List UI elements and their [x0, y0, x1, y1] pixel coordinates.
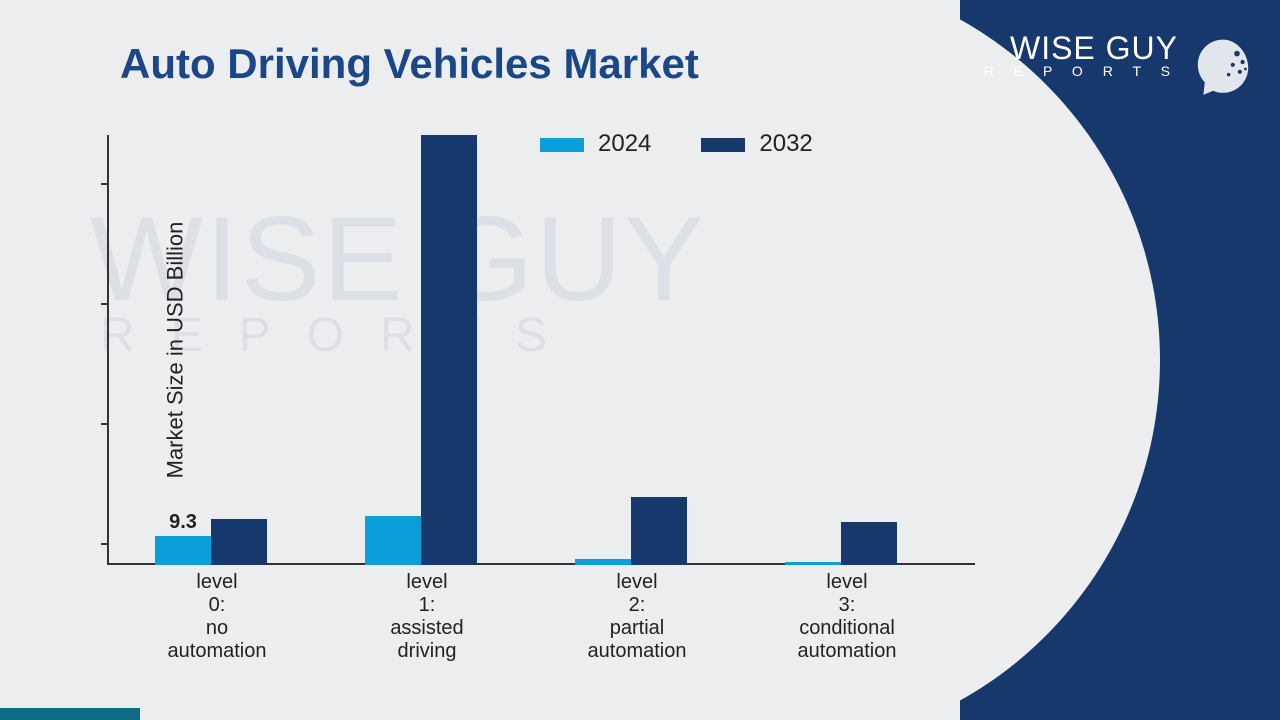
- chart-title: Auto Driving Vehicles Market: [120, 40, 699, 88]
- bottom-accent-bar: [0, 708, 140, 720]
- y-tick: [101, 303, 107, 305]
- y-tick: [101, 423, 107, 425]
- bar-value-label: 9.3: [169, 511, 197, 534]
- infographic-stage: WISE GUY R E P O R T S WISE GUY REPORTS …: [0, 0, 1280, 720]
- bar-2032: [421, 135, 477, 565]
- plot-area: 9.3level0:noautomationlevel1:assisteddri…: [107, 135, 975, 565]
- bar-2032: [211, 519, 267, 565]
- bar-2032: [631, 497, 687, 565]
- category-label: level3:conditionalautomation: [757, 565, 937, 663]
- y-tick: [101, 543, 107, 545]
- bar-2024: [155, 536, 211, 565]
- brand-logo: WISE GUY R E P O R T S: [984, 30, 1254, 79]
- category-label: level1:assisteddriving: [337, 565, 517, 663]
- bar-chart: Market Size in USD Billion 9.3level0:noa…: [95, 135, 975, 565]
- y-tick: [101, 183, 107, 185]
- brand-line2: R E P O R T S: [984, 63, 1178, 79]
- bar-2024: [365, 516, 421, 565]
- category-label: level0:noautomation: [127, 565, 307, 663]
- bar-2032: [841, 522, 897, 565]
- brand-line1: WISE GUY: [984, 30, 1178, 67]
- category-label: level2:partialautomation: [547, 565, 727, 663]
